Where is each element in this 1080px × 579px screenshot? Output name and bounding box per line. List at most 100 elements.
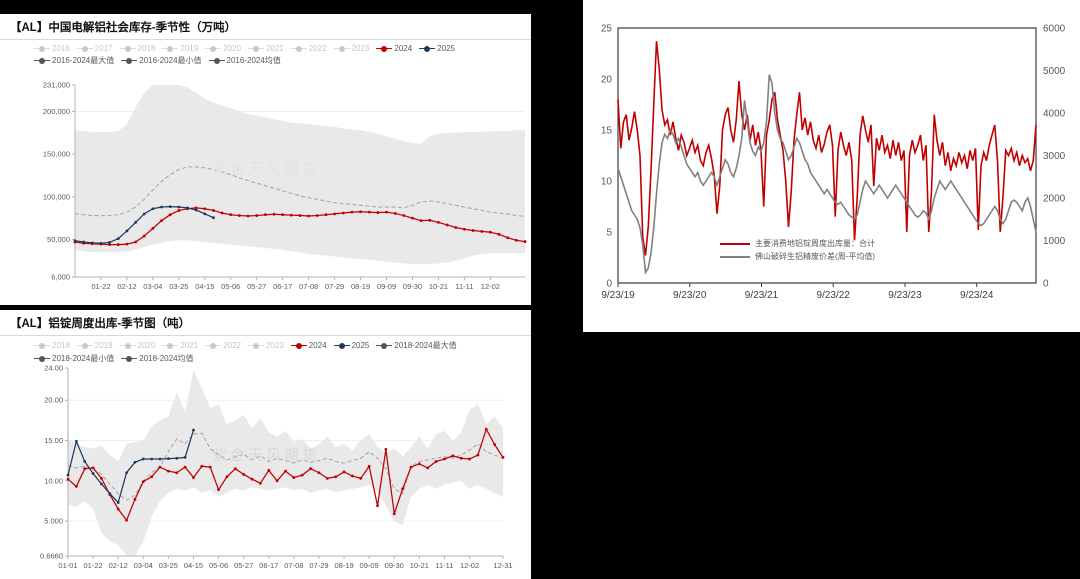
svg-text:04-15: 04-15	[195, 282, 214, 291]
svg-text:03-04: 03-04	[143, 282, 162, 291]
svg-text:07-29: 07-29	[325, 282, 344, 291]
legend-item-2018[interactable]: 2018	[119, 44, 155, 53]
svg-text:9/23/24: 9/23/24	[960, 290, 994, 301]
chart3-title: 【AL】铝锭周度出库-季节图（吨）	[10, 318, 191, 330]
legend-item-2018[interactable]: 2018	[34, 341, 70, 350]
legend-item-主要消费地铝锭周度出库量：合计[interactable]: 主要消费地铝锭周度出库量：合计	[720, 237, 875, 250]
legend-line-swatch	[720, 255, 750, 258]
svg-text:20.00: 20.00	[44, 396, 63, 405]
legend-label: 2016-2024最大值	[52, 56, 115, 65]
legend-label: 2023	[265, 341, 284, 350]
svg-text:03-25: 03-25	[169, 282, 188, 291]
legend-item-2018-2024最大值[interactable]: 2018-2024最大值	[376, 340, 457, 351]
title-divider	[0, 335, 531, 336]
legend-item-2023[interactable]: 2023	[333, 44, 369, 53]
legend-marker-icon	[162, 45, 179, 53]
legend-label: 2021	[180, 341, 199, 350]
legend-item-2024[interactable]: 2024	[376, 44, 412, 53]
svg-text:5000: 5000	[1043, 66, 1066, 77]
legend-item-2021[interactable]: 2021	[247, 44, 284, 53]
legend-item-2018-2024最小值[interactable]: 2018-2024最小值	[34, 353, 114, 364]
legend-marker-icon	[333, 342, 350, 350]
legend-item-2023[interactable]: 2023	[247, 341, 284, 350]
legend-item-2017[interactable]: 2017	[76, 44, 113, 53]
legend-label: 2025	[437, 44, 455, 53]
legend-label: 2019	[180, 44, 199, 53]
legend-label: 2016-2024均值	[226, 56, 281, 65]
legend-item-2018-2024均值[interactable]: 2018-2024均值	[121, 353, 194, 364]
legend-label: 2018-2024最大值	[394, 341, 457, 350]
legend-item-2016-2024最大值[interactable]: 2016-2024最大值	[34, 55, 114, 66]
svg-text:09-09: 09-09	[377, 282, 396, 291]
series-2025-line	[67, 429, 195, 504]
legend-label: 佛山破碎生铝精废价差(周-平均值)	[755, 252, 875, 261]
svg-text:09-09: 09-09	[360, 561, 379, 570]
legend-label: 主要消费地铝锭周度出库量：合计	[755, 239, 875, 248]
legend-marker-icon	[247, 342, 264, 350]
legend-item-2022[interactable]: 2022	[290, 44, 327, 53]
legend-marker-icon	[162, 342, 179, 350]
legend-marker-icon	[205, 342, 222, 350]
svg-text:150,000: 150,000	[43, 150, 70, 159]
series-2025-markers	[66, 428, 195, 504]
svg-text:9/23/22: 9/23/22	[817, 290, 851, 301]
legend-label: 2018	[52, 341, 70, 350]
legend-label: 2017	[94, 44, 113, 53]
svg-text:9/23/19: 9/23/19	[601, 290, 635, 301]
svg-text:12-02: 12-02	[481, 282, 500, 291]
legend-marker-icon	[34, 45, 50, 53]
svg-text:100,000: 100,000	[43, 192, 70, 201]
mean-line	[67, 432, 504, 501]
legend-item-2020[interactable]: 2020	[205, 44, 241, 53]
legend-label: 2024	[308, 341, 327, 350]
svg-text:08-19: 08-19	[351, 282, 370, 291]
series-2024-markers	[73, 206, 527, 246]
chart1-watermark: 紫金天风期货	[212, 161, 321, 178]
legend-item-2016[interactable]: 2016	[34, 44, 70, 53]
svg-text:06-17: 06-17	[259, 561, 278, 570]
svg-text:07-29: 07-29	[309, 561, 328, 570]
svg-text:24.00: 24.00	[44, 364, 63, 373]
series-2025-markers	[73, 205, 215, 245]
legend-item-2024[interactable]: 2024	[290, 341, 327, 350]
svg-text:0: 0	[606, 279, 612, 290]
svg-text:9/23/23: 9/23/23	[888, 290, 922, 301]
svg-text:0: 0	[1043, 279, 1049, 290]
legend-line-swatch	[720, 242, 750, 245]
legend-item-2019[interactable]: 2019	[76, 341, 113, 350]
legend-item-2021[interactable]: 2021	[162, 341, 198, 350]
svg-text:01-22: 01-22	[91, 282, 110, 291]
svg-text:03-04: 03-04	[134, 561, 153, 570]
svg-text:07-08: 07-08	[284, 561, 303, 570]
legend-item-2016-2024均值[interactable]: 2016-2024均值	[208, 55, 281, 66]
svg-text:08-19: 08-19	[334, 561, 353, 570]
svg-text:10-21: 10-21	[429, 282, 448, 291]
svg-text:25: 25	[601, 24, 613, 35]
legend-item-2020[interactable]: 2020	[119, 341, 155, 350]
svg-text:6000: 6000	[1043, 24, 1066, 35]
svg-text:07-08: 07-08	[299, 282, 318, 291]
svg-text:15.00: 15.00	[44, 436, 63, 445]
svg-text:50,000: 50,000	[47, 235, 70, 244]
svg-text:03-25: 03-25	[159, 561, 178, 570]
legend-item-2022[interactable]: 2022	[205, 341, 241, 350]
svg-text:01-01: 01-01	[58, 561, 77, 570]
legend-item-佛山破碎生铝精废价差(周-平均值)[interactable]: 佛山破碎生铝精废价差(周-平均值)	[720, 250, 875, 263]
svg-text:5.000: 5.000	[44, 517, 63, 526]
svg-text:4000: 4000	[1043, 109, 1066, 120]
legend-marker-icon	[333, 45, 350, 53]
legend-item-2025[interactable]: 2025	[419, 44, 455, 53]
legend-marker-icon	[119, 342, 136, 350]
legend-item-2019[interactable]: 2019	[162, 44, 198, 53]
svg-text:12-31: 12-31	[493, 561, 512, 570]
svg-text:11-11: 11-11	[455, 282, 473, 291]
panel-outbound-vs-spread: 0 5 10 15 20 25 0 1000 2000 3000 4000 5000 6000 9/23/…	[583, 0, 1080, 332]
svg-text:10-21: 10-21	[410, 561, 429, 570]
legend-marker-icon	[76, 342, 93, 350]
legend-item-2025[interactable]: 2025	[333, 341, 369, 350]
legend-label: 2021	[265, 44, 284, 53]
svg-text:10: 10	[601, 177, 613, 188]
legend-item-2016-2024最小值[interactable]: 2016-2024最小值	[121, 55, 202, 66]
